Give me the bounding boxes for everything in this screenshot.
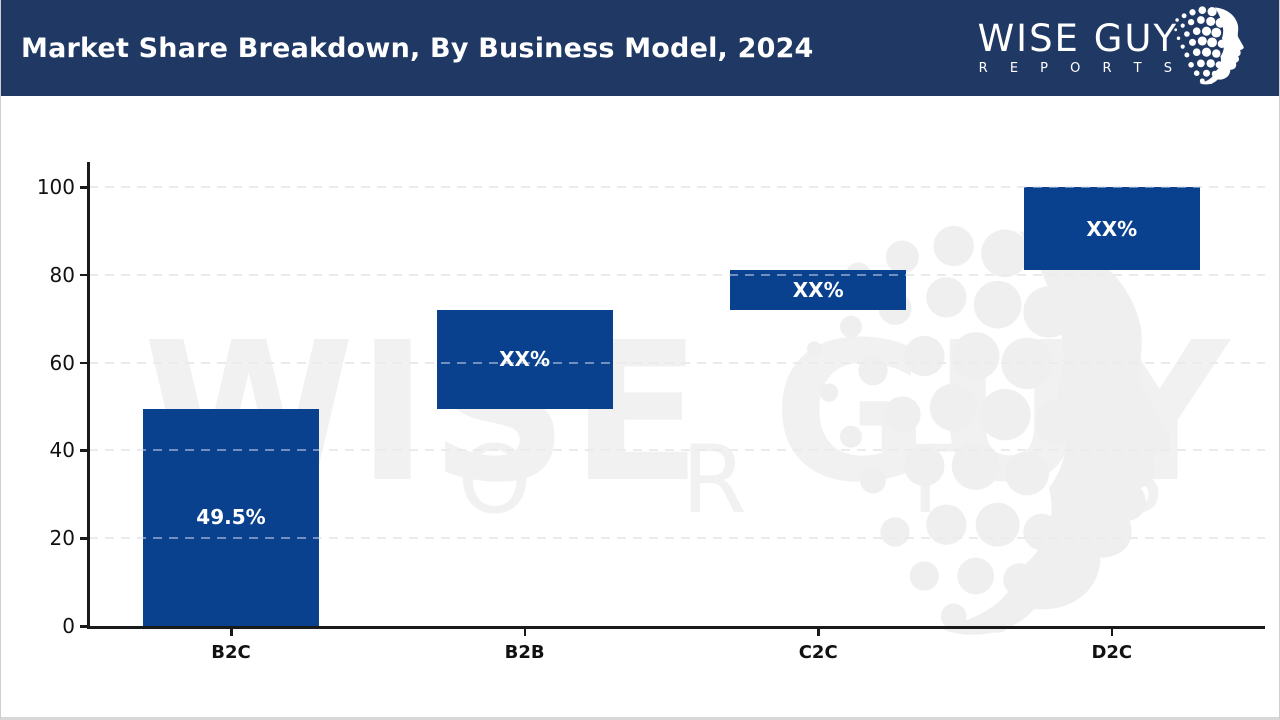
- x-tick-mark-b2c: [230, 628, 233, 636]
- bar-value-label-d2c: XX%: [1086, 216, 1138, 241]
- logo-name-text: WISE GUY: [977, 17, 1179, 60]
- plot-region: 0 20 40 60 80 100 49.5% B2C XX% B2B XX% C2C XX% D2C: [1, 96, 1279, 717]
- y-tick-mark-40: [80, 449, 88, 452]
- y-tick-mark-60: [80, 361, 88, 365]
- gridline-y-20: [89, 537, 1265, 540]
- y-axis-line: [87, 162, 90, 629]
- logo-wordmark: WISE GUY R E P O R T S: [975, 20, 1181, 76]
- x-tick-mark-c2c: [817, 628, 820, 636]
- bar-d2c: XX%: [1023, 187, 1200, 271]
- gridline-y-100: [89, 186, 1265, 188]
- header-bar: Market Share Breakdown, By Business Mode…: [1, 0, 1279, 96]
- gridline-y-40: [89, 449, 1265, 452]
- chart-area: WISE GUY P O R T S 0 20 40 60 80 100 49.5% B2C X…: [1, 96, 1279, 717]
- bar-b2b: XX%: [436, 309, 613, 409]
- y-tick-mark-0: [80, 625, 88, 628]
- bar-c2c: XX%: [730, 270, 907, 310]
- x-tick-mark-b2b: [523, 628, 527, 636]
- gridline-overlay-y-20: [89, 537, 1265, 540]
- x-axis-line: [87, 626, 1265, 629]
- x-tick-label-b2c: B2C: [211, 642, 251, 663]
- y-tick-label-60: 60: [49, 350, 75, 375]
- wise-guy-logo: WISE GUY R E P O R T S: [975, 6, 1253, 90]
- y-tick-label-40: 40: [49, 438, 75, 463]
- bar-value-label-c2c: XX%: [792, 278, 844, 303]
- x-tick-mark-d2c: [1110, 628, 1114, 636]
- gridline-overlay-y-80: [89, 273, 1265, 276]
- x-tick-label-b2b: B2B: [504, 642, 545, 663]
- bar-value-label-b2b: XX%: [499, 347, 551, 372]
- y-tick-label-0: 0: [62, 614, 75, 638]
- x-tick-label-d2c: D2C: [1091, 642, 1133, 663]
- chart-title: Market Share Breakdown, By Business Mode…: [21, 32, 814, 64]
- y-tick-mark-80: [80, 273, 88, 277]
- logo-face-icon: [1167, 6, 1253, 90]
- x-tick-label-c2c: C2C: [798, 642, 838, 663]
- gridline-y-80: [89, 273, 1265, 276]
- logo-reports-text: R E P O R T S: [978, 61, 1181, 76]
- y-tick-mark-100: [80, 186, 88, 189]
- gridline-y-60: [89, 361, 1265, 364]
- bar-value-label-b2c: 49.5%: [196, 505, 266, 530]
- y-tick-mark-20: [80, 537, 88, 540]
- y-tick-label-100: 100: [36, 175, 75, 199]
- bar-b2c: 49.5%: [143, 408, 319, 626]
- gridline-overlay-y-60: [89, 361, 1265, 364]
- gridline-overlay-y-40: [89, 449, 1265, 452]
- gridline-overlay-y-100: [89, 186, 1265, 188]
- y-tick-label-20: 20: [49, 526, 75, 551]
- y-tick-label-80: 80: [49, 262, 75, 287]
